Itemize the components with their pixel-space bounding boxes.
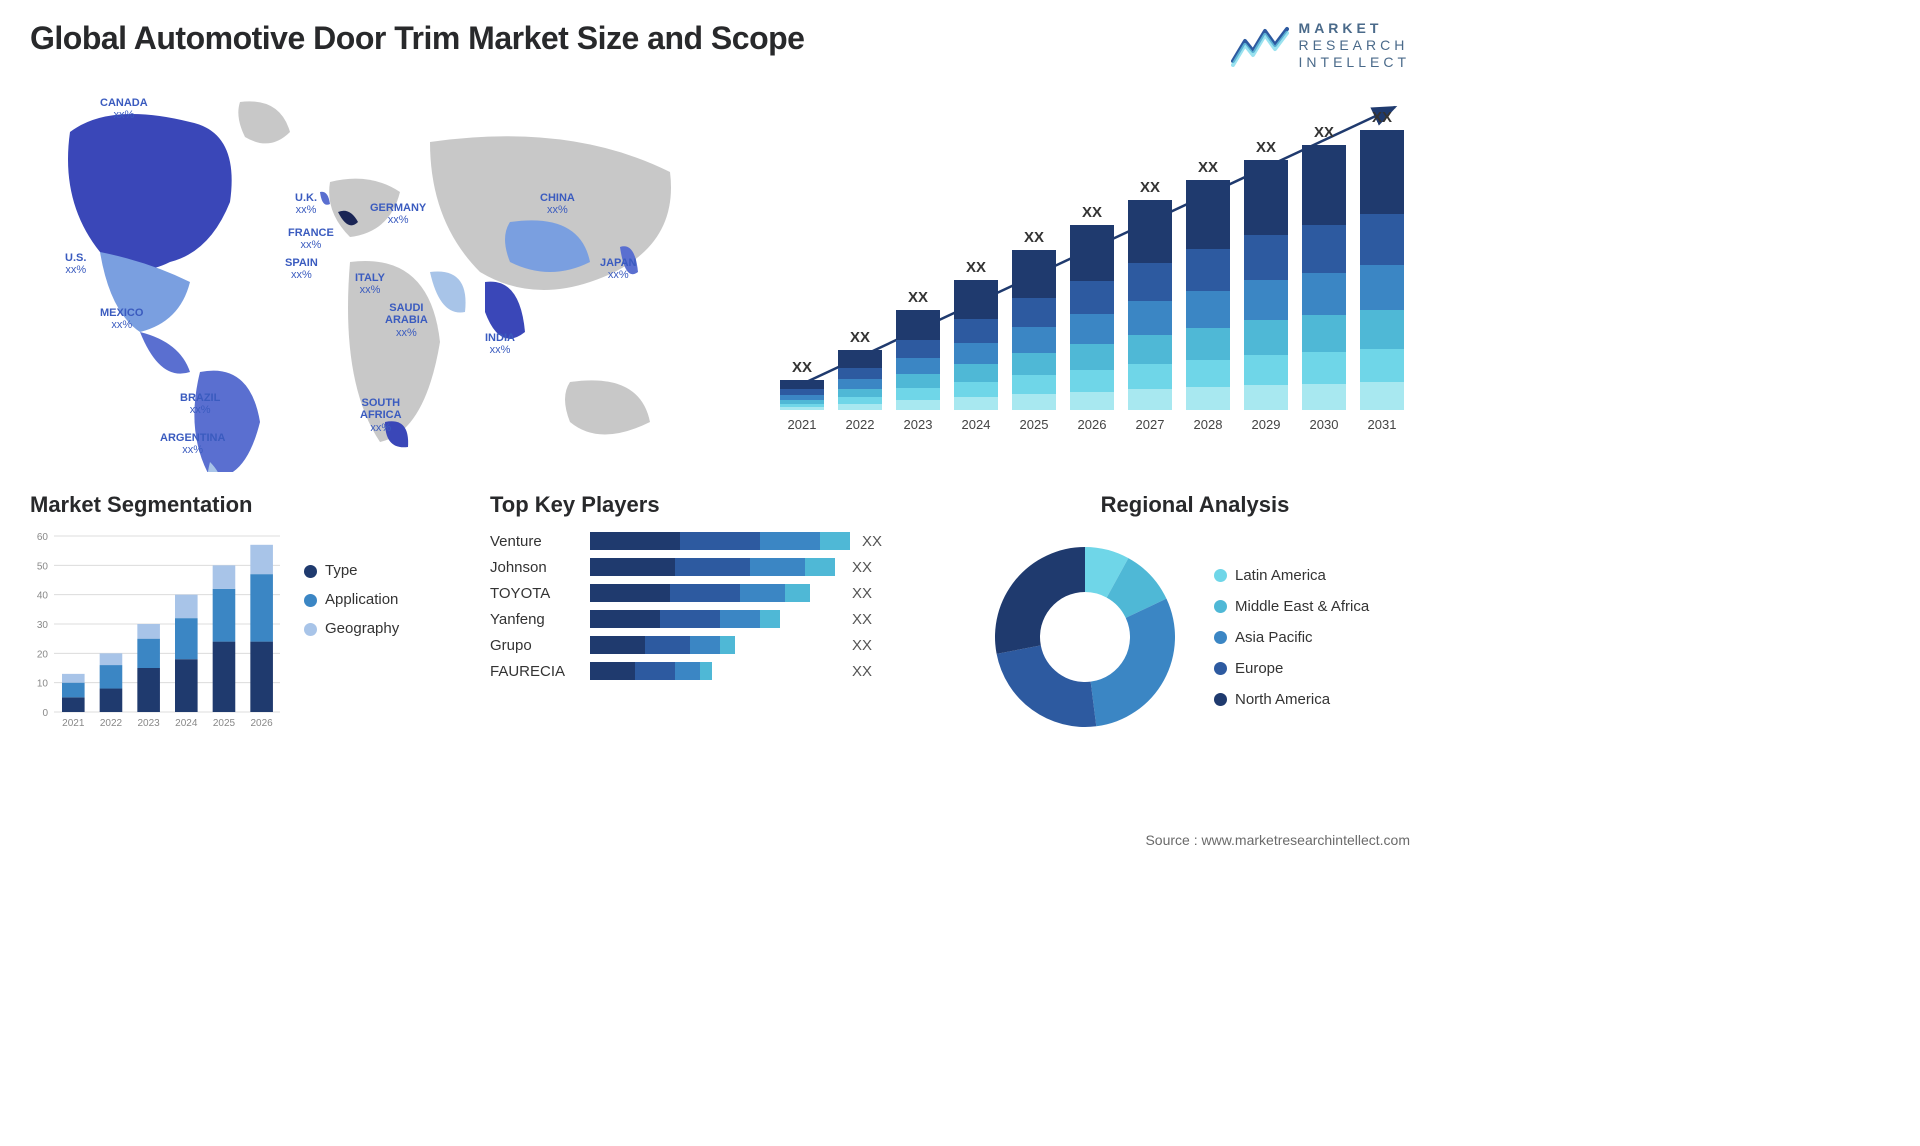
growth-year-2021: 2021	[776, 417, 828, 432]
growth-value-2025: XX	[1008, 229, 1060, 246]
growth-bar-2027	[1128, 200, 1172, 410]
growth-bar-2029	[1244, 160, 1288, 410]
logo-line2: RESEARCH	[1299, 37, 1410, 54]
svg-text:2021: 2021	[62, 718, 85, 729]
segmentation-panel: Market Segmentation 0 10 20 30 40 50 60 2021 202…	[30, 492, 460, 772]
svg-text:50: 50	[37, 562, 49, 573]
growth-bar-2024	[954, 280, 998, 410]
segmentation-title: Market Segmentation	[30, 492, 460, 518]
svg-text:30: 30	[37, 620, 49, 631]
growth-year-2031: 2031	[1356, 417, 1408, 432]
kp-row-johnson: JohnsonXX	[490, 558, 950, 576]
page-title: Global Automotive Door Trim Market Size …	[30, 20, 804, 57]
seg-legend-geography: Geography	[304, 620, 399, 637]
kp-row-toyota: TOYOTAXX	[490, 584, 950, 602]
seg-legend-application: Application	[304, 591, 399, 608]
growth-value-2021: XX	[776, 359, 828, 376]
regional-donut	[980, 532, 1190, 742]
growth-year-2025: 2025	[1008, 417, 1060, 432]
growth-value-2023: XX	[892, 289, 944, 306]
growth-year-2022: 2022	[834, 417, 886, 432]
reg-legend-asia-pacific: Asia Pacific	[1214, 629, 1369, 646]
growth-year-2029: 2029	[1240, 417, 1292, 432]
kp-row-yanfeng: YanfengXX	[490, 610, 950, 628]
map-label-spain: SPAINxx%	[285, 257, 318, 281]
world-map: CANADAxx% U.S.xx% MEXICOxx% BRAZILxx% ARGENT…	[30, 82, 720, 472]
map-label-brazil: BRAZILxx%	[180, 392, 220, 416]
regional-title: Regional Analysis	[980, 492, 1410, 518]
key-players-title: Top Key Players	[490, 492, 950, 518]
map-label-canada: CANADAxx%	[100, 97, 148, 121]
growth-bar-2028	[1186, 180, 1230, 410]
regional-panel: Regional Analysis Latin America Middle Ea…	[980, 492, 1410, 772]
growth-year-2027: 2027	[1124, 417, 1176, 432]
map-label-china: CHINAxx%	[540, 192, 575, 216]
svg-text:40: 40	[37, 591, 49, 602]
growth-bar-2022	[838, 350, 882, 410]
svg-text:0: 0	[42, 708, 48, 719]
key-players-panel: Top Key Players VentureXX JohnsonXX TOYOTA…	[490, 492, 950, 772]
growth-value-2030: XX	[1298, 124, 1350, 141]
reg-legend-latin-america: Latin America	[1214, 567, 1369, 584]
map-label-japan: JAPANxx%	[600, 257, 636, 281]
map-label-southafrica: SOUTHAFRICAxx%	[360, 397, 402, 433]
logo-line3: INTELLECT	[1299, 54, 1410, 71]
growth-year-2023: 2023	[892, 417, 944, 432]
reg-legend-europe: Europe	[1214, 660, 1369, 677]
svg-text:20: 20	[37, 650, 49, 661]
growth-value-2022: XX	[834, 329, 886, 346]
map-label-france: FRANCExx%	[288, 227, 334, 251]
svg-text:10: 10	[37, 679, 49, 690]
growth-bar-2021	[780, 380, 824, 410]
growth-bar-2025	[1012, 250, 1056, 410]
svg-text:2024: 2024	[175, 718, 198, 729]
map-label-saudiarabia: SAUDIARABIAxx%	[385, 302, 428, 338]
brand-logo: MARKET RESEARCH INTELLECT	[1231, 20, 1410, 70]
map-label-italy: ITALYxx%	[355, 272, 385, 296]
reg-legend-north-america: North America	[1214, 691, 1369, 708]
map-label-uk: U.K.xx%	[295, 192, 317, 216]
map-label-us: U.S.xx%	[65, 252, 86, 276]
growth-value-2028: XX	[1182, 159, 1234, 176]
svg-text:2022: 2022	[100, 718, 123, 729]
reg-legend-middle-east---africa: Middle East & Africa	[1214, 598, 1369, 615]
growth-value-2031: XX	[1356, 109, 1408, 126]
svg-text:2023: 2023	[138, 718, 161, 729]
growth-year-2028: 2028	[1182, 417, 1234, 432]
kp-row-venture: VentureXX	[490, 532, 950, 550]
growth-bar-2030	[1302, 145, 1346, 410]
map-label-germany: GERMANYxx%	[370, 202, 426, 226]
map-label-argentina: ARGENTINAxx%	[160, 432, 225, 456]
seg-legend-type: Type	[304, 562, 399, 579]
growth-chart: 2021 XX 2022 XX 2023 XX 2024 XX 2025 XX 2026 XX 2027…	[750, 82, 1410, 472]
growth-value-2027: XX	[1124, 179, 1176, 196]
growth-value-2026: XX	[1066, 204, 1118, 221]
growth-bar-2023	[896, 310, 940, 410]
svg-text:2026: 2026	[251, 718, 274, 729]
source-text: Source : www.marketresearchintellect.com	[1145, 832, 1410, 848]
svg-text:60: 60	[37, 532, 49, 543]
growth-year-2024: 2024	[950, 417, 1002, 432]
growth-bar-2026	[1070, 225, 1114, 410]
svg-text:2025: 2025	[213, 718, 236, 729]
map-label-india: INDIAxx%	[485, 332, 515, 356]
logo-line1: MARKET	[1299, 20, 1410, 37]
kp-row-grupo: GrupoXX	[490, 636, 950, 654]
kp-row-faurecia: FAURECIAXX	[490, 662, 950, 680]
growth-value-2024: XX	[950, 259, 1002, 276]
growth-bar-2031	[1360, 130, 1404, 410]
growth-year-2030: 2030	[1298, 417, 1350, 432]
growth-value-2029: XX	[1240, 139, 1292, 156]
growth-year-2026: 2026	[1066, 417, 1118, 432]
map-label-mexico: MEXICOxx%	[100, 307, 143, 331]
